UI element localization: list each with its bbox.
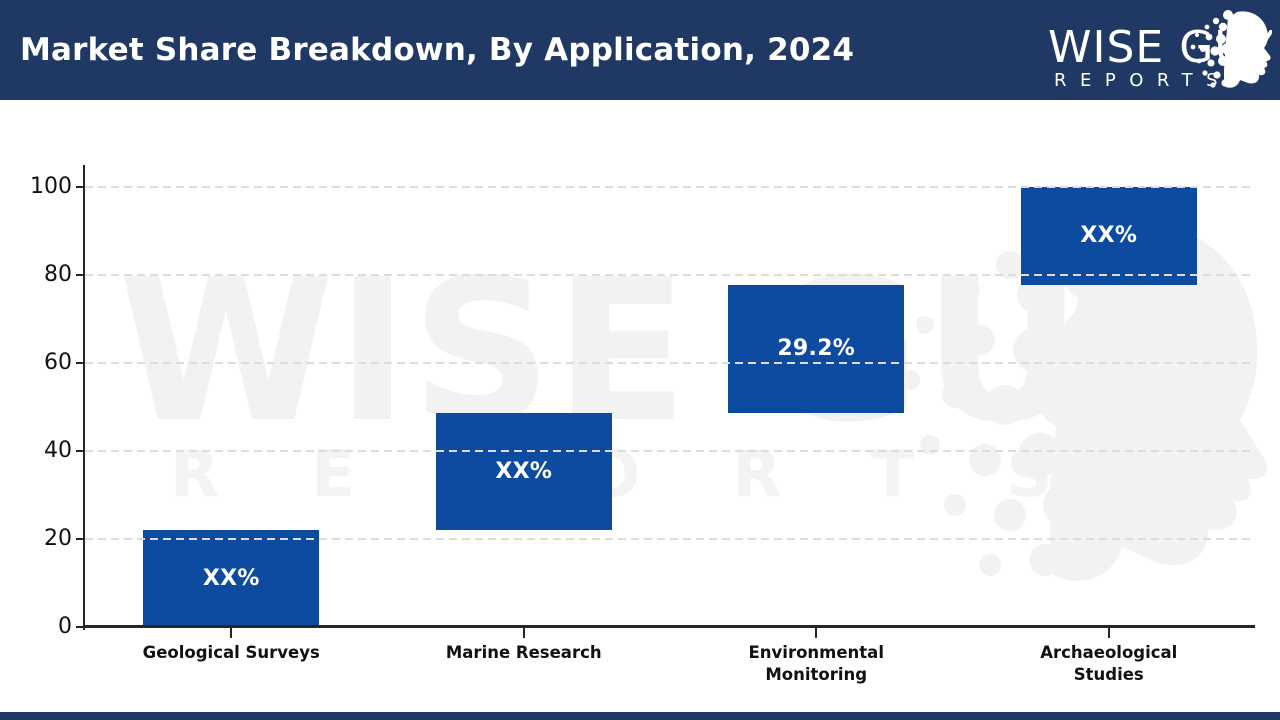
gridline-100	[85, 186, 1255, 188]
y-tick-label: 60	[44, 350, 72, 375]
x-axis-line	[85, 625, 1255, 628]
x-tick-mark	[815, 628, 818, 638]
y-tick-mark	[76, 186, 85, 188]
wiseguy-logo: WISE GUY REPORTS	[1048, 10, 1272, 91]
x-tick-mark	[230, 628, 233, 638]
gridline-80	[85, 274, 1255, 276]
y-tick-label: 20	[44, 526, 72, 551]
bar-segment: XX%	[1020, 187, 1197, 285]
y-tick-label: 80	[44, 262, 72, 287]
gridline-20	[85, 538, 1255, 540]
bar-value-label: XX%	[1080, 223, 1138, 249]
bar-segment: XX%	[143, 530, 320, 627]
x-category-label: Marine Research	[445, 643, 602, 662]
bottom-bar	[0, 712, 1280, 720]
page-title: Market Share Breakdown, By Application, …	[20, 32, 855, 68]
bar-segment: 29.2%	[728, 284, 905, 414]
y-tick-label: 0	[58, 614, 72, 639]
bar-value-label: XX%	[495, 459, 553, 485]
y-tick-mark	[76, 362, 85, 364]
header: Market Share Breakdown, By Application, …	[0, 0, 1280, 100]
bar-segment: XX%	[435, 413, 612, 531]
y-tick-mark	[76, 626, 85, 628]
watermark-head-dots	[900, 218, 1268, 581]
logo-head-icon	[1190, 10, 1271, 88]
y-tick-mark	[76, 274, 85, 276]
y-tick-mark	[76, 450, 85, 452]
y-tick-label: 40	[44, 438, 72, 463]
gridline-40	[85, 450, 1255, 452]
y-tick-label: 100	[30, 174, 72, 199]
x-category-label: Geological Surveys	[142, 643, 320, 662]
x-tick-mark	[522, 628, 525, 638]
x-tick-mark	[1107, 628, 1110, 638]
bar-value-label: 29.2%	[777, 336, 856, 362]
y-axis-line	[83, 165, 85, 630]
logo-subtitle: REPORTS	[1054, 70, 1231, 91]
x-category-label: Environmental Monitoring	[748, 643, 884, 684]
gridline-60	[85, 362, 1255, 364]
y-tick-mark	[76, 538, 85, 540]
x-category-label: Archaeological Studies	[1040, 643, 1178, 684]
bar-value-label: XX%	[202, 566, 260, 592]
